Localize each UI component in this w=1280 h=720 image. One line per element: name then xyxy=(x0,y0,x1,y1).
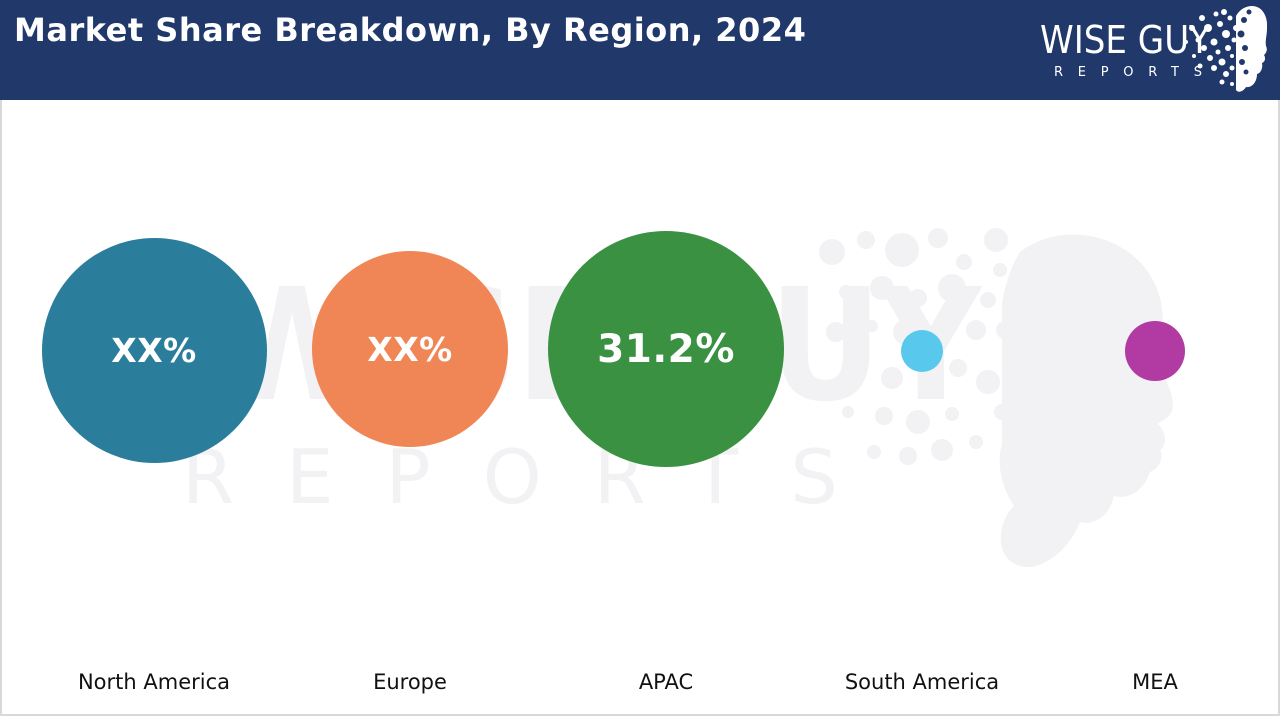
region-label-south-america: South America xyxy=(844,670,1000,694)
chart-title: Market Share Breakdown, By Region, 2024 xyxy=(14,11,807,49)
bubble-value-apac: 31.2% xyxy=(597,326,735,372)
region-label-apac: APAC xyxy=(638,670,694,694)
logo-wordmark: WISE GUY xyxy=(1040,18,1211,62)
bubble-south-america xyxy=(901,330,943,372)
bubble-europe: XX% xyxy=(312,251,508,447)
bubble-mea xyxy=(1125,321,1185,381)
region-label-north-america: North America xyxy=(77,670,231,694)
bubble-apac: 31.2% xyxy=(548,231,784,467)
region-label-mea: MEA xyxy=(1132,670,1178,694)
watermark-face-icon xyxy=(819,228,1173,568)
bubble-value-north-america: XX% xyxy=(111,330,197,370)
logo-dots-face-icon xyxy=(1184,6,1268,92)
bubble-value-europe: XX% xyxy=(367,329,453,369)
brand-logo: WISE GUY REPORTS xyxy=(1040,6,1268,92)
watermark-subtitle: REPORTS xyxy=(182,433,890,521)
header-bar: Market Share Breakdown, By Region, 2024 xyxy=(0,0,1280,100)
bubble-north-america: XX% xyxy=(41,237,267,463)
region-label-europe: Europe xyxy=(373,670,447,694)
